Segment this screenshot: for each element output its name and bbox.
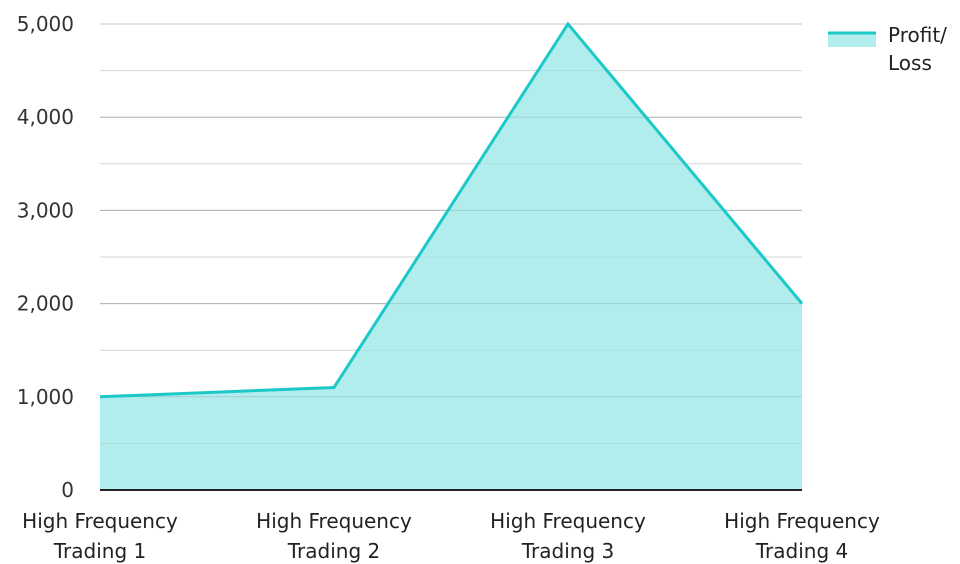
series-line (99, 21, 804, 399)
x-category-label-line: High Frequency (22, 509, 178, 533)
y-tick-label: 4,000 (17, 105, 74, 129)
y-axis-tick-labels: 0 1,000 2,000 3,000 4,000 5,000 (17, 12, 74, 502)
legend: Profit/Loss (828, 23, 947, 75)
y-tick-label: 0 (61, 478, 74, 502)
x-category-label-line: Trading 2 (287, 539, 380, 563)
x-category-label-line: High Frequency (490, 509, 646, 533)
y-tick-label: 3,000 (17, 198, 74, 222)
x-category-label-line: Trading 4 (755, 539, 848, 563)
x-axis-category-labels: High Frequency Trading 1 High Frequency Tra… (22, 509, 880, 563)
x-category-label-line: High Frequency (256, 509, 412, 533)
area-fill (100, 24, 802, 490)
legend-label-line: Loss (888, 51, 932, 75)
x-category-label: High Frequency Trading 2 (256, 509, 412, 563)
x-category-label: High Frequency Trading 3 (490, 509, 646, 563)
x-category-label: High Frequency Trading 4 (724, 509, 880, 563)
legend-label-line: Profit/ (888, 23, 947, 47)
area-series (99, 21, 804, 490)
x-category-label-line: Trading 1 (53, 539, 146, 563)
y-tick-label: 2,000 (17, 292, 74, 316)
x-category-label: High Frequency Trading 1 (22, 509, 178, 563)
legend-swatch-fill (828, 33, 876, 47)
y-tick-label: 5,000 (17, 12, 74, 36)
x-category-label-line: High Frequency (724, 509, 880, 533)
x-category-label-line: Trading 3 (521, 539, 614, 563)
legend-label: Profit/Loss (888, 23, 947, 75)
y-tick-label: 1,000 (17, 385, 74, 409)
